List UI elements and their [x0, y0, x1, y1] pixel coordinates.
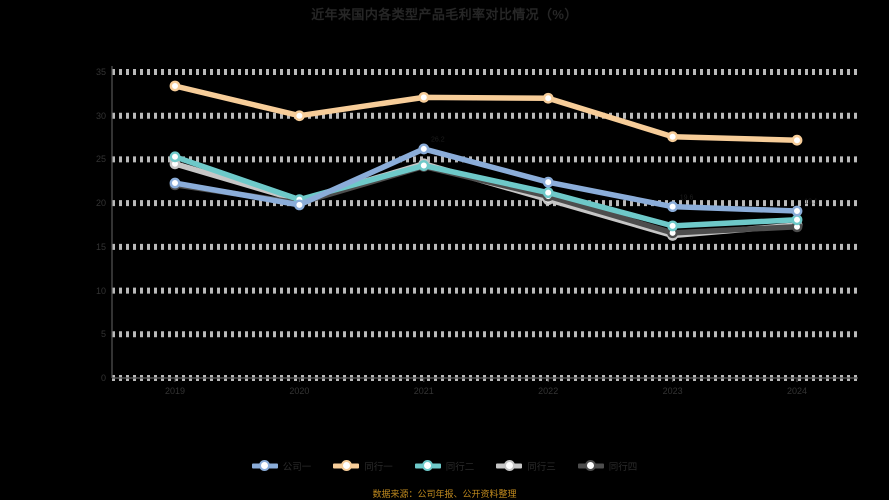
- data-point: [791, 134, 803, 146]
- data-point: [542, 176, 554, 188]
- y-axis-tick-label: 0: [100, 373, 106, 383]
- y-axis-tick-label: 5: [100, 329, 106, 340]
- y-axis-tick-label: 20: [95, 198, 106, 209]
- data-point: [667, 201, 678, 213]
- legend-label: 同行四: [608, 461, 638, 473]
- data-point: [293, 199, 305, 211]
- legend-item-0[interactable]: 公司一: [251, 458, 312, 473]
- y-axis-tick-label: 15: [95, 241, 106, 252]
- data-point: [293, 110, 305, 122]
- chart-title: 近年来国内各类型产品毛利率对比情况（%）: [311, 7, 578, 22]
- data-point: [542, 92, 554, 104]
- chart-legend: 公司一 同行一 同行二 同行三 同行四: [0, 458, 889, 473]
- data-point: [542, 187, 554, 199]
- legend-point-swatch: [503, 460, 515, 471]
- data-point: [667, 220, 678, 232]
- legend-item-1[interactable]: 同行一: [333, 458, 393, 473]
- legend-label: 同行二: [445, 461, 475, 473]
- data-point-label: 26.2: [430, 136, 445, 144]
- y-axis-tick-label: 10: [95, 285, 106, 296]
- data-point: [667, 131, 678, 143]
- legend-marker-icon: [414, 458, 441, 473]
- data-point: [418, 160, 430, 171]
- series-0: [169, 143, 803, 217]
- series-line: [172, 154, 800, 229]
- legend-point-swatch: [340, 460, 352, 471]
- data-point: [169, 177, 181, 189]
- series-line: [172, 146, 800, 214]
- x-axis-tick-label: 2023: [662, 386, 683, 396]
- series-1: [169, 80, 803, 146]
- x-axis-tick-label: 2019: [164, 386, 186, 396]
- legend-marker-icon: [251, 458, 278, 473]
- legend-label: 同行一: [364, 461, 393, 473]
- y-axis-tick-label: 30: [95, 110, 106, 121]
- data-point: [418, 91, 430, 103]
- series-2: [169, 151, 803, 232]
- data-point: [418, 143, 430, 155]
- legend-item-3[interactable]: 同行三: [496, 458, 556, 473]
- x-axis-tick-label: 2021: [413, 386, 434, 396]
- legend-marker-icon: [496, 458, 523, 473]
- data-point-label: 19.1: [804, 198, 818, 206]
- legend-point-swatch: [422, 460, 434, 471]
- data-point: [169, 80, 181, 92]
- x-axis-tick-label: 2020: [289, 386, 310, 396]
- data-point: [169, 151, 181, 163]
- source-note: 数据来源：公司年报、公开资料整理: [372, 489, 517, 499]
- data-point: [791, 214, 803, 226]
- legend-label: 同行三: [527, 461, 556, 473]
- data-point-label: 19.6: [679, 194, 694, 202]
- legend-point-swatch: [585, 460, 597, 471]
- y-axis-tick-label: 25: [95, 154, 106, 165]
- x-axis-tick-label: 2024: [786, 386, 808, 396]
- legend-item-4[interactable]: 同行四: [577, 458, 638, 473]
- legend-item-2[interactable]: 同行二: [414, 458, 475, 473]
- series-line: [172, 83, 800, 143]
- legend-marker-icon: [333, 458, 360, 473]
- x-axis-tick-label: 2022: [538, 386, 559, 396]
- legend-label: 公司一: [282, 461, 312, 473]
- data-point: [791, 205, 803, 217]
- legend-marker-icon: [577, 458, 604, 473]
- legend-point-swatch: [259, 460, 271, 471]
- y-axis-tick-label: 35: [95, 67, 106, 77]
